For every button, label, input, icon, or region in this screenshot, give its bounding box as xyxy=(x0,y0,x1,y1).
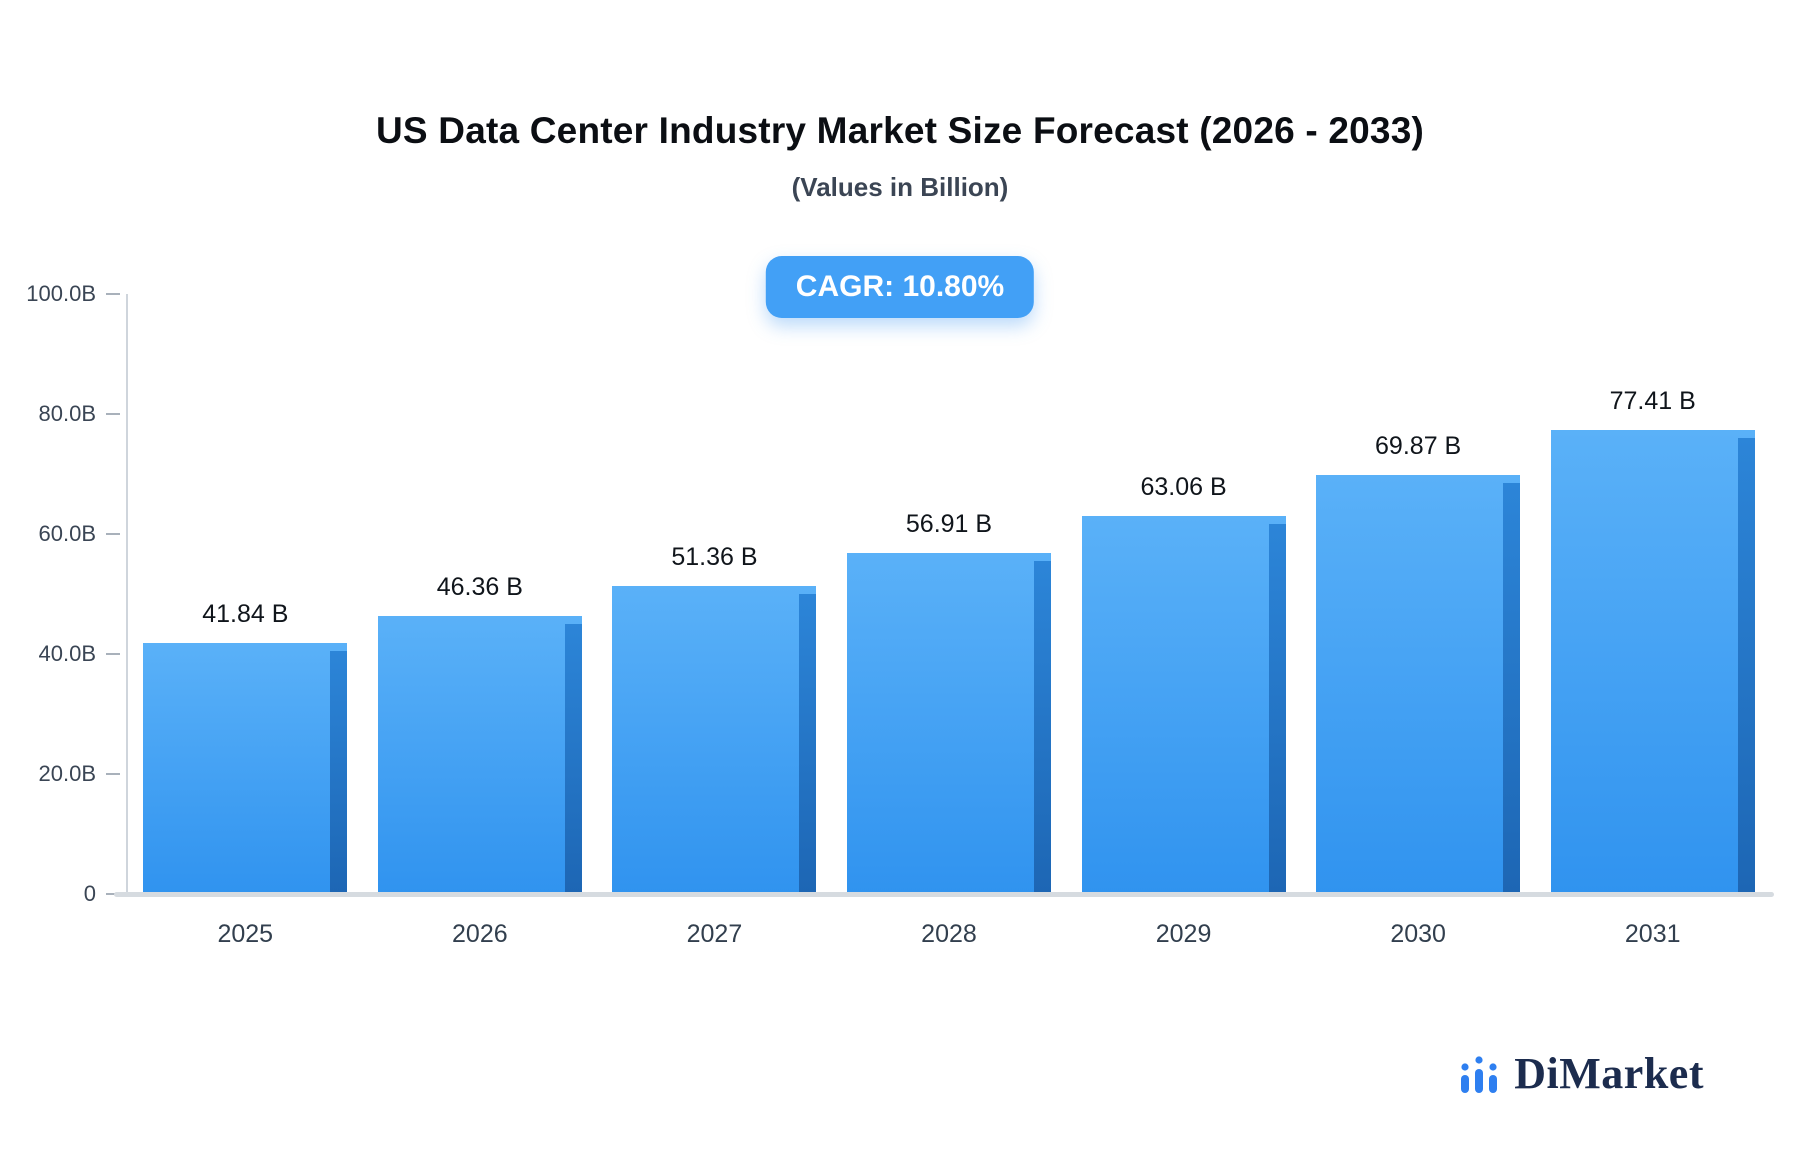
y-tick: 0 xyxy=(84,881,120,907)
y-tick: 80.0B xyxy=(38,401,120,427)
bar-value-label: 63.06 B xyxy=(1140,473,1227,501)
x-tick-label: 2031 xyxy=(1624,920,1681,948)
bar-value-label: 51.36 B xyxy=(671,543,758,571)
cagr-badge: CAGR: 10.80% xyxy=(765,256,1035,318)
bar-side-shade xyxy=(799,594,817,894)
y-tick-mark xyxy=(106,773,120,775)
bar xyxy=(1316,475,1521,894)
x-tick-label: 2026 xyxy=(452,920,508,948)
bar-value-label: 69.87 B xyxy=(1375,432,1462,460)
bar-group: 56.91 B 2028 xyxy=(832,294,1067,948)
y-tick-mark xyxy=(106,653,120,655)
bar-group: 63.06 B 2029 xyxy=(1066,294,1301,948)
bar xyxy=(1550,430,1755,894)
y-tick: 60.0B xyxy=(38,521,120,547)
y-tick-mark xyxy=(106,893,120,895)
y-tick-label: 0 xyxy=(83,881,96,906)
bar-side-shade xyxy=(1737,438,1755,894)
chart-subtitle: (Values in Billion) xyxy=(791,172,1009,202)
bar xyxy=(846,553,1051,894)
y-tick: 100.0B xyxy=(26,281,120,307)
y-tick-label: 80.0B xyxy=(38,401,97,426)
y-axis: 0 20.0B 40.0B 60.0B 80.0B 100.0B xyxy=(4,281,120,906)
bar-side-shade xyxy=(1033,561,1051,894)
bar-chart-plot-area: 0 20.0B 40.0B 60.0B 80.0B 100.0B 41.84 B 2025 4… xyxy=(26,281,1774,948)
y-tick-mark xyxy=(106,413,120,415)
bar-side-shade xyxy=(1268,524,1286,894)
bars-area: 41.84 B 2025 46.36 B 2026 51.36 B 2027 56.91 B… xyxy=(128,294,1770,948)
bar-group: 41.84 B 2025 xyxy=(128,294,363,948)
x-tick-label: 2025 xyxy=(217,920,274,948)
bar-value-label: 46.36 B xyxy=(436,573,523,601)
logo-text: DiMarket xyxy=(1514,1049,1704,1098)
logo: DiMarket xyxy=(1456,1050,1704,1096)
y-tick-mark xyxy=(106,533,120,535)
bar xyxy=(377,616,582,894)
y-tick-label: 20.0B xyxy=(38,761,97,786)
y-tick-mark xyxy=(106,293,120,295)
bar-value-label: 41.84 B xyxy=(202,600,289,628)
x-tick-label: 2027 xyxy=(686,920,743,948)
x-axis-line xyxy=(114,892,1774,897)
bar xyxy=(143,643,348,894)
bar-value-label: 56.91 B xyxy=(905,510,993,538)
y-tick-label: 60.0B xyxy=(38,521,97,546)
bar-group: 69.87 B 2030 xyxy=(1301,294,1536,948)
bar-side-shade xyxy=(330,651,348,894)
x-tick-label: 2028 xyxy=(921,920,977,948)
bar xyxy=(612,586,817,894)
bar xyxy=(1081,516,1286,894)
bar-group: 77.41 B 2031 xyxy=(1535,294,1770,948)
y-tick: 40.0B xyxy=(38,641,120,667)
y-axis-line xyxy=(126,294,128,894)
x-tick-label: 2030 xyxy=(1390,920,1446,948)
x-tick-label: 2029 xyxy=(1155,920,1212,948)
y-tick-label: 100.0B xyxy=(26,281,96,306)
y-tick: 20.0B xyxy=(38,761,120,787)
bar-group: 46.36 B 2026 xyxy=(363,294,598,948)
logo-bar-chart-icon xyxy=(1461,1056,1498,1093)
bar-side-shade xyxy=(1503,483,1521,894)
bar-value-label: 77.41 B xyxy=(1609,387,1696,415)
chart-title: US Data Center Industry Market Size Fore… xyxy=(376,110,1424,151)
y-tick-label: 40.0B xyxy=(38,641,97,666)
bar-group: 51.36 B 2027 xyxy=(597,294,832,948)
bar-side-shade xyxy=(564,624,582,894)
